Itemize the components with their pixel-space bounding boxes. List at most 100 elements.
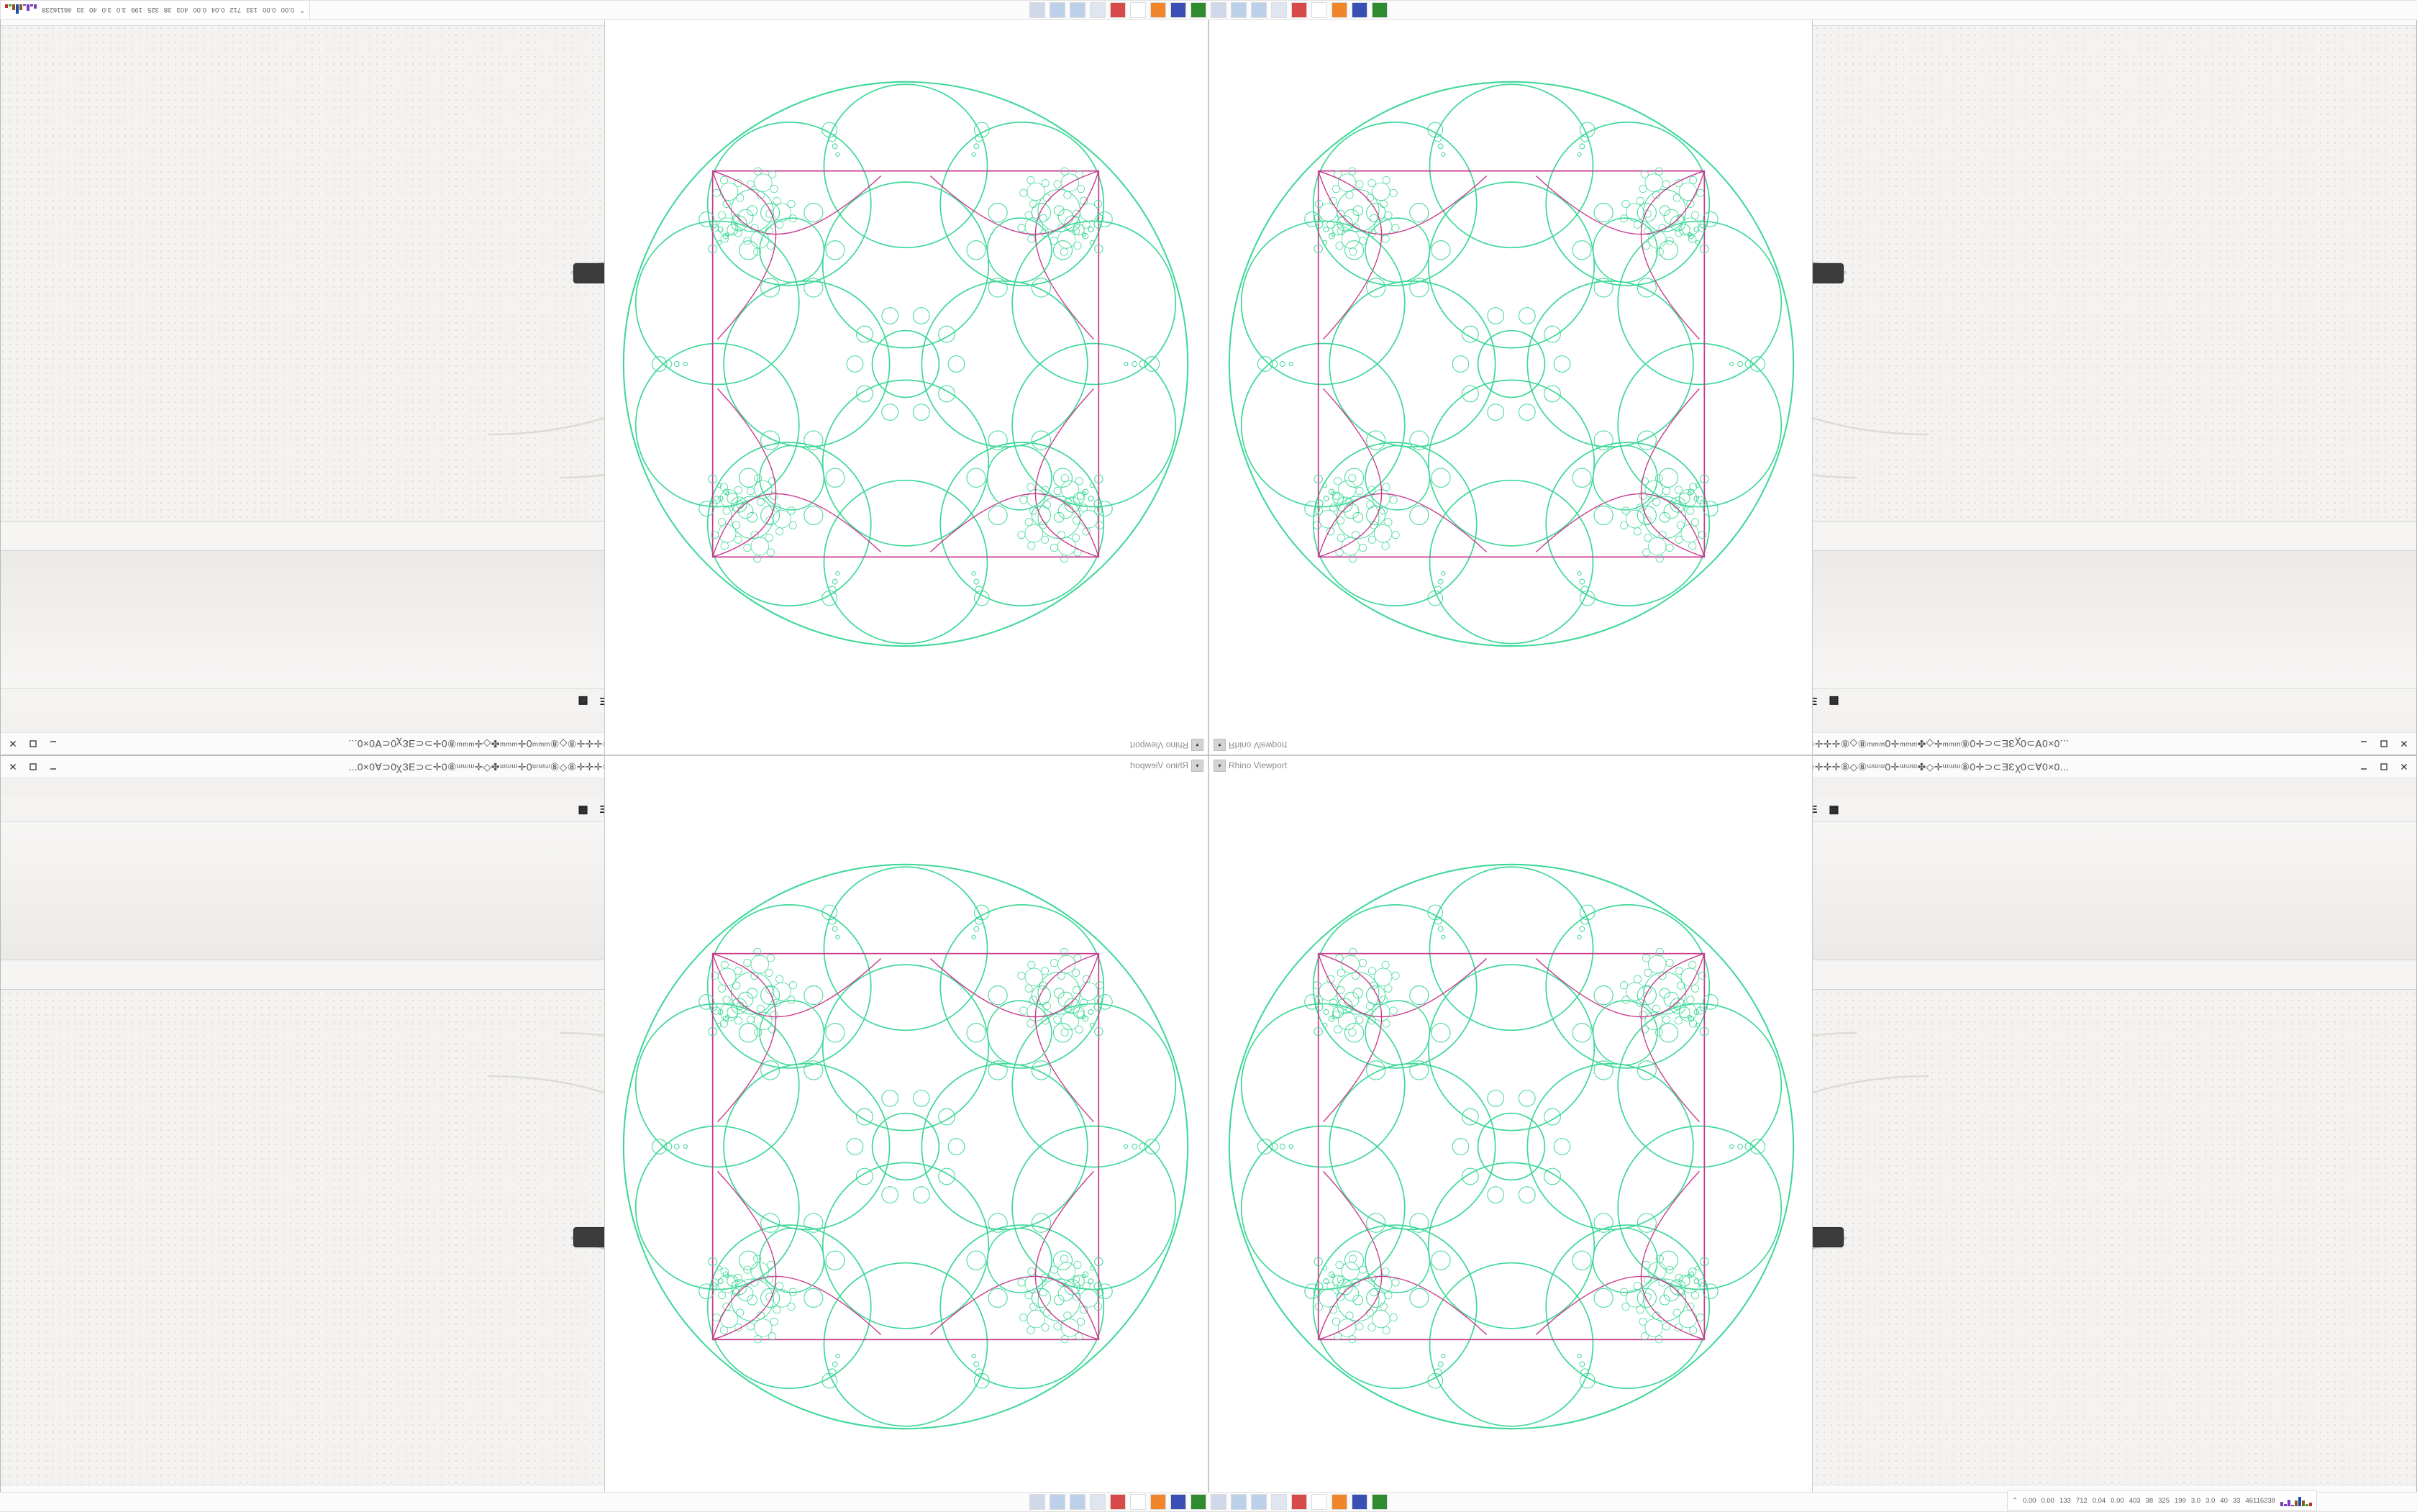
viewport-slot: ▾ Rhino Viewport (604, 0, 1208, 755)
chevron-down-icon[interactable]: ▾ (1191, 739, 1203, 752)
tray-metric: 403 (2129, 1496, 2141, 1505)
taskbar-disk-blue-icon[interactable] (1170, 2, 1186, 18)
taskbar-explorer-icon[interactable] (1332, 2, 1347, 18)
taskbar-explorer-icon[interactable] (1050, 2, 1065, 18)
tray-metric: 712 (2075, 1496, 2088, 1505)
close-icon[interactable] (2395, 760, 2413, 774)
tray-metric: 199 (2174, 1496, 2186, 1505)
taskbar-rhino-red-icon[interactable] (1291, 2, 1307, 18)
taskbar-firefox-icon[interactable] (1070, 1494, 1085, 1510)
taskbar-save-green-icon[interactable] (1372, 1494, 1388, 1510)
taskbar-mountain-icon[interactable] (1130, 2, 1146, 18)
taskbar-firefox-icon[interactable] (1150, 2, 1166, 18)
taskbar-firefox-icon[interactable] (1332, 1494, 1347, 1510)
viewport-tab[interactable]: ▾ Rhino Viewport (1209, 756, 1292, 775)
viewport-tab[interactable]: ▾ Rhino Viewport (1125, 756, 1208, 775)
tray-mini-graph (5, 4, 37, 16)
taskbar-notes-icon[interactable] (1191, 1494, 1206, 1510)
taskbar-save-green-icon[interactable] (1191, 2, 1206, 18)
tray-metric: 0.00 (193, 6, 206, 14)
taskbar-rhino-red-icon[interactable] (1110, 1494, 1126, 1510)
tray-metric: 3.0 (2190, 1496, 2201, 1505)
taskbar-icon-group (1029, 1494, 1388, 1510)
tray-metric: 712 (229, 6, 242, 14)
maximize-icon[interactable] (2375, 737, 2393, 751)
chevron-down-icon[interactable]: ▾ (1214, 739, 1226, 752)
minimize-icon[interactable] (44, 760, 63, 774)
taskbar-calc-icon[interactable] (1271, 1494, 1287, 1510)
tray-mini-graph (2280, 1495, 2312, 1506)
taskbar-calc-icon[interactable] (1311, 2, 1327, 18)
tray-metric: 46116238 (42, 6, 72, 14)
maximize-icon[interactable] (24, 760, 42, 774)
close-icon[interactable] (4, 737, 22, 751)
close-icon[interactable] (2395, 737, 2413, 751)
circle-packing-graphic (1228, 863, 1795, 1430)
tray-metric: 3.0 (116, 6, 127, 14)
taskbar-notes-icon[interactable] (1211, 1494, 1226, 1510)
viewport-tab[interactable]: ▾ Rhino Viewport (1125, 736, 1208, 755)
minimize-icon[interactable] (44, 737, 63, 751)
tray-metric: 40 (2220, 1496, 2228, 1505)
system-tray[interactable]: ⌃ 0.00 0.00 133 712 0.04 0.00 403 38 325 199 3.0 3.0… (2007, 1490, 2317, 1511)
taskbar-explorer-icon[interactable] (1231, 1494, 1247, 1510)
tray-metric: 0.04 (211, 6, 225, 14)
ribbon-tab-pufferfish-icon[interactable]: ▩ (578, 695, 588, 707)
chevron-down-icon[interactable]: ▾ (1191, 759, 1203, 772)
taskbar-notes-icon[interactable] (1372, 2, 1388, 18)
ribbon-tab-e-16[interactable]: E (1810, 803, 1818, 816)
taskbar-save-green-icon[interactable] (1029, 1494, 1045, 1510)
circle-packing-graphic (1228, 81, 1795, 647)
chevron-down-icon[interactable]: ▾ (1214, 759, 1226, 772)
rhino-viewport[interactable]: ▾ Rhino Viewport (604, 755, 1208, 1511)
tray-metric: 38 (163, 6, 172, 14)
taskbar-calc-icon[interactable] (1090, 2, 1106, 18)
viewport-tab[interactable]: ▾ Rhino Viewport (1209, 736, 1292, 755)
tray-metric: 3.0 (2206, 1496, 2216, 1505)
close-icon[interactable] (4, 760, 22, 774)
tray-metric: 0.04 (2092, 1496, 2106, 1505)
taskbar-notes-icon[interactable] (1029, 2, 1045, 18)
taskbar-icon-group (1029, 2, 1388, 18)
rhino-viewport[interactable]: ▾ Rhino Viewport (604, 0, 1208, 755)
taskbar-explorer-icon[interactable] (1070, 2, 1085, 18)
viewport-label: Rhino Viewport (1229, 740, 1288, 750)
taskbar-explorer-icon[interactable] (1170, 1494, 1186, 1510)
tray-metric: 38 (2145, 1496, 2154, 1505)
tray-expand-icon[interactable]: ⌃ (299, 6, 305, 14)
ribbon-tab-pufferfish-icon[interactable]: ▩ (1829, 803, 1839, 816)
rhino-viewport[interactable]: ▾ Rhino Viewport (1208, 0, 1813, 755)
ribbon-tab-pufferfish-icon[interactable]: ▩ (1829, 695, 1839, 707)
rhino-viewport[interactable]: ▾ Rhino Viewport (1208, 755, 1813, 1511)
minimize-icon[interactable] (2354, 737, 2373, 751)
maximize-icon[interactable] (24, 737, 42, 751)
minimize-icon[interactable] (2354, 760, 2373, 774)
tray-metric: 33 (2232, 1496, 2241, 1505)
taskbar-disk-blue-icon[interactable] (1050, 1494, 1065, 1510)
taskbar-mountain-icon[interactable] (1271, 2, 1287, 18)
taskbar-calc-icon[interactable] (1130, 1494, 1146, 1510)
viewport-label: Rhino Viewport (1129, 740, 1188, 750)
taskbar-save-green-icon[interactable] (1211, 2, 1226, 18)
tray-metric: 0.00 (281, 6, 295, 14)
taskbar-mountain-icon[interactable] (1090, 1494, 1106, 1510)
taskbar-explorer-icon[interactable] (1251, 1494, 1267, 1510)
ribbon-tab-pufferfish-icon[interactable]: ▩ (578, 803, 588, 816)
taskbar-rhino-red-icon[interactable] (1291, 1494, 1307, 1510)
tray-metric: 199 (131, 6, 143, 14)
tray-expand-icon[interactable]: ⌃ (2012, 1496, 2018, 1505)
tray-metric: 0.00 (2022, 1496, 2036, 1505)
circle-packing-graphic (622, 863, 1189, 1430)
taskbar-disk-blue-icon[interactable] (1231, 2, 1247, 18)
taskbar-mountain-icon[interactable] (1311, 1494, 1327, 1510)
taskbar[interactable] (0, 0, 2417, 20)
taskbar-rhino-red-icon[interactable] (1110, 2, 1126, 18)
maximize-icon[interactable] (2375, 760, 2393, 774)
tray-metric: 0.00 (2111, 1496, 2124, 1505)
system-tray[interactable]: ⌃ 0.00 0.00 133 712 0.04 0.00 403 38 325 199 3.0 3.0… (0, 0, 310, 20)
taskbar-explorer-icon[interactable] (1352, 2, 1367, 18)
taskbar-firefox-icon[interactable] (1251, 2, 1267, 18)
taskbar-explorer-icon[interactable] (1150, 1494, 1166, 1510)
taskbar-disk-blue-icon[interactable] (1352, 1494, 1367, 1510)
viewport-content (604, 51, 1208, 673)
